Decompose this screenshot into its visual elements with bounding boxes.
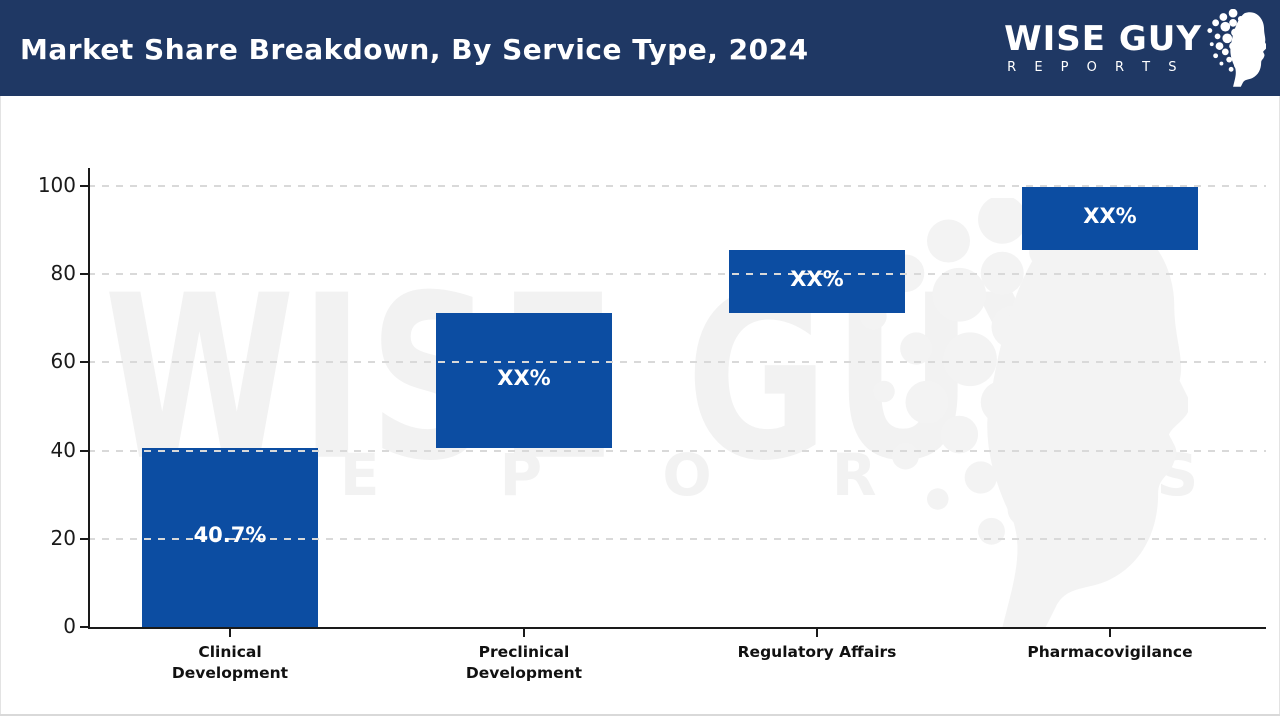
- y-tick-label-60: 60: [50, 349, 76, 374]
- y-tick-100: [80, 185, 88, 187]
- x-tick-4: [1109, 629, 1111, 637]
- y-tick-label-80: 80: [50, 261, 76, 286]
- brand-logo: WISE GUY R E P O R T S: [1004, 8, 1266, 88]
- brand-name: WISE GUY: [1004, 18, 1202, 59]
- y-tick-60: [80, 361, 88, 364]
- brand-logo-text: WISE GUY R E P O R T S: [1004, 22, 1202, 75]
- bar-value-label: XX%: [790, 267, 844, 292]
- category-label: Preclinical Development: [465, 643, 583, 683]
- y-tick-0: [80, 626, 88, 628]
- x-tick-1: [229, 629, 231, 637]
- brand-subname: R E P O R T S: [1007, 59, 1184, 75]
- y-tick-40: [80, 449, 88, 452]
- y-tick-label-100: 100: [37, 173, 76, 197]
- brand-head-icon: [1207, 9, 1266, 87]
- bar-1: [142, 447, 318, 627]
- gridline-y60: [88, 361, 1266, 364]
- gridline-y80: [88, 273, 1266, 276]
- bar-value-label: 40.7%: [193, 523, 267, 548]
- category-label: Clinical Development: [171, 643, 289, 683]
- bar-value-label: XX%: [497, 366, 551, 391]
- bar-4: [1022, 186, 1198, 250]
- x-tick-3: [816, 629, 818, 637]
- page-title: Market Share Breakdown, By Service Type,…: [20, 33, 809, 66]
- x-axis-line: [88, 627, 1266, 629]
- frame-border-bottom: [0, 714, 1280, 716]
- category-label: Regulatory Affairs: [737, 643, 897, 661]
- y-tick-20: [80, 537, 88, 540]
- bar-3: [729, 249, 905, 313]
- bar-value-label: XX%: [1083, 204, 1137, 229]
- category-label: Pharmacovigilance: [1027, 643, 1193, 661]
- y-tick-label-40: 40: [50, 437, 76, 462]
- gridline-y100: [88, 185, 1266, 187]
- bar-2: [436, 313, 612, 448]
- y-tick-label-0: 0: [63, 614, 76, 638]
- frame-border-left: [0, 96, 1, 716]
- y-tick-label-20: 20: [50, 525, 76, 550]
- y-axis-line: [88, 168, 90, 629]
- watermark-head-icon: [859, 198, 1188, 628]
- x-tick-2: [523, 629, 525, 637]
- gridline-y20: [88, 537, 1266, 540]
- header-bar: Market Share Breakdown, By Service Type,…: [0, 0, 1280, 96]
- y-tick-80: [80, 273, 88, 276]
- gridline-y40: [88, 449, 1266, 452]
